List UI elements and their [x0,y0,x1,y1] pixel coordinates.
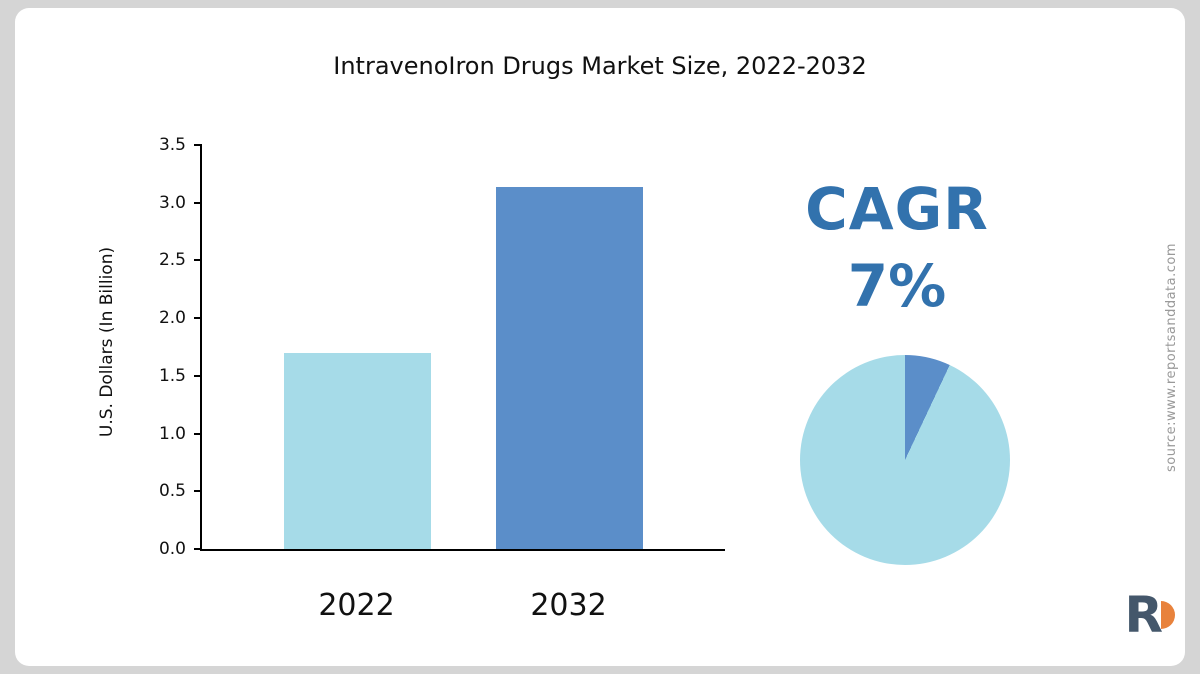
y-tick-mark [194,259,202,262]
y-tick: 0.5 [144,481,202,501]
cagr-block: CAGR 7% [767,176,1027,319]
y-tick-mark [194,548,202,550]
y-tick-mark [194,317,202,320]
bar-2022 [284,352,431,549]
bars-container [202,145,725,549]
y-tick-label: 3.0 [158,192,186,213]
y-tick-mark [194,432,202,435]
cagr-label: CAGR [805,175,989,243]
logo-dot-icon [1161,601,1175,629]
y-tick-mark [194,201,202,204]
y-tick-mark [194,374,202,377]
y-tick-mark [194,490,202,493]
y-tick-mark [194,144,202,146]
x-axis-label: 2032 [530,588,607,623]
bar-chart-plot-area: 3.5 3.0 2.5 2.0 1.5 1.0 0.5 0.0 [159,135,725,559]
chart-title: IntravenoIron Drugs Market Size, 2022-20… [333,52,867,80]
y-tick: 1.0 [144,424,202,444]
x-axis-labels: 2022 2032 [200,588,725,623]
source-text: source:www.reportsanddata.com [1164,243,1179,472]
chart-card: IntravenoIron Drugs Market Size, 2022-20… [15,8,1185,666]
y-tick: 1.5 [144,366,202,386]
cagr-value: 7% [847,251,947,320]
y-tick: 3.5 [144,135,202,155]
y-axis-label: U.S. Dollars (In Billion) [97,246,117,438]
y-tick: 2.5 [144,250,202,270]
y-tick-label: 2.5 [158,250,186,271]
x-axis-label: 2022 [318,588,395,623]
bar-2032 [496,186,643,549]
y-tick-label: 0.5 [158,481,186,502]
y-tick-label: 1.5 [158,365,186,386]
y-tick-label: 0.0 [158,539,186,559]
y-tick-label: 3.5 [158,135,186,155]
cagr-pie-chart [800,355,1010,565]
y-tick: 2.0 [144,308,202,328]
logo-letter: R [1124,586,1163,644]
brand-logo: R [1124,590,1175,640]
y-tick-label: 1.0 [158,423,186,444]
y-tick: 0.0 [144,539,202,559]
y-tick-label: 2.0 [158,308,186,329]
y-tick: 3.0 [144,193,202,213]
